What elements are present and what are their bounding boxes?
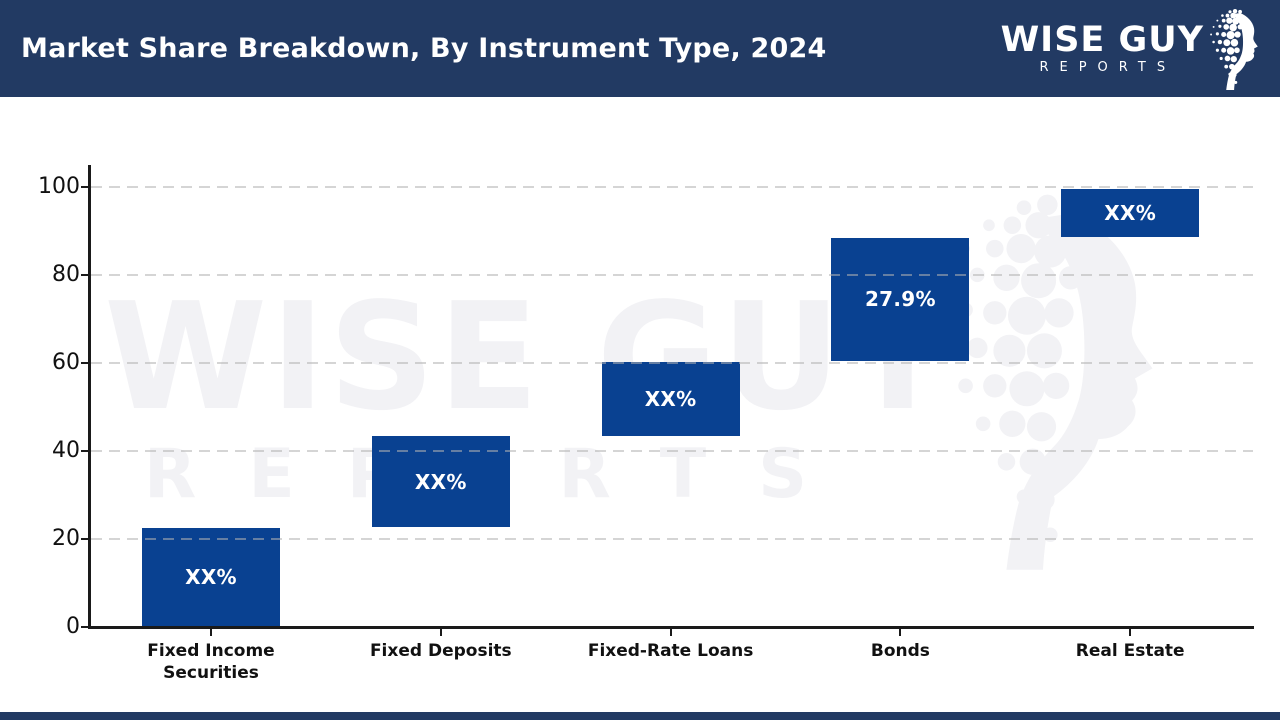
x-axis-line — [88, 626, 1254, 629]
y-tick-20 — [81, 538, 89, 540]
y-tick-100 — [81, 186, 89, 188]
category-label-0: Fixed Income Securities — [147, 641, 275, 683]
bar-real-estate: XX% — [1061, 188, 1200, 238]
bar-fixed-income-securities: XX% — [142, 527, 280, 627]
y-tick-label-0: 0 — [66, 614, 80, 639]
bar-fixed-rate-loans: XX% — [601, 362, 740, 436]
watermark-line1: WISE GUY — [104, 271, 955, 443]
logo-wordmark: WISE GUY — [1000, 20, 1204, 60]
dotted-head-icon — [1210, 8, 1258, 90]
gridline-100 — [91, 186, 1253, 188]
category-label-3: Bonds — [870, 641, 930, 661]
header-bar: Market Share Breakdown, By Instrument Ty… — [0, 0, 1280, 97]
x-tick-1 — [439, 629, 442, 636]
y-tick-40 — [81, 450, 89, 452]
x-tick-4 — [1129, 629, 1132, 636]
bar-value-label: 27.9% — [864, 287, 936, 312]
wise-guy-reports-logo: WISE GUY REPORTS — [1001, 8, 1280, 90]
x-tick-0 — [210, 629, 212, 636]
logo-subtitle: REPORTS — [1039, 60, 1177, 75]
bar-value-label: XX% — [644, 386, 697, 411]
y-tick-label-80: 80 — [52, 262, 80, 287]
y-tick-60 — [81, 362, 89, 364]
bar-value-label: XX% — [185, 565, 237, 590]
bar-value-label: XX% — [414, 469, 467, 494]
chart-title: Market Share Breakdown, By Instrument Ty… — [21, 33, 827, 64]
category-label-4: Real Estate — [1075, 641, 1185, 661]
y-axis-line — [88, 165, 91, 629]
gridline-20 — [91, 538, 1253, 540]
bar-bonds: 27.9% — [831, 238, 970, 361]
logo-text: WISE GUY REPORTS — [1000, 20, 1204, 75]
bar-value-label: XX% — [1104, 200, 1157, 225]
y-tick-80 — [81, 274, 89, 276]
gridline-80 — [91, 274, 1253, 276]
x-tick-3 — [899, 629, 902, 636]
category-label-2: Fixed-Rate Loans — [587, 641, 754, 661]
y-tick-label-100: 100 — [38, 174, 80, 199]
y-tick-label-20: 20 — [52, 526, 80, 551]
category-label-1: Fixed Deposits — [369, 641, 512, 661]
footer-bar — [0, 712, 1280, 720]
y-tick-label-60: 60 — [52, 350, 80, 375]
y-tick-label-40: 40 — [52, 438, 80, 463]
gridline-40 — [91, 450, 1253, 452]
gridline-60 — [91, 362, 1253, 364]
x-tick-2 — [669, 629, 672, 636]
y-tick-0 — [81, 626, 89, 628]
